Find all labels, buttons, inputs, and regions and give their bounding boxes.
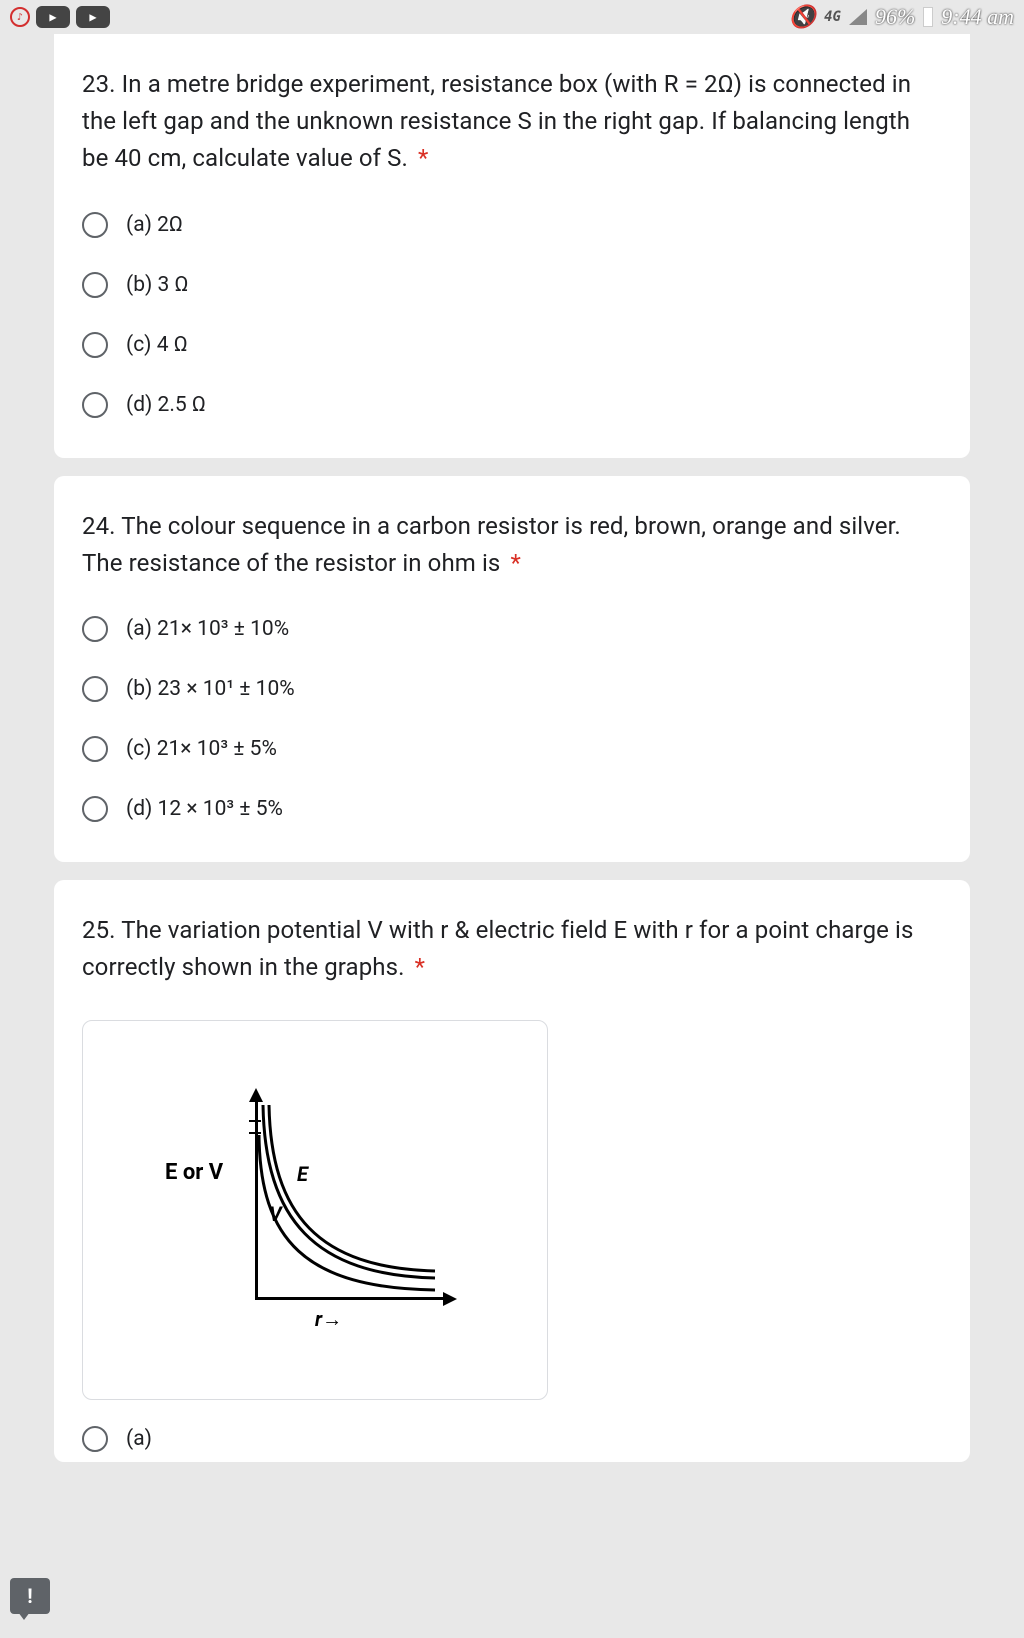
option-label: (b) 3 Ω [126, 273, 188, 297]
x-axis-arrow-icon [443, 1292, 457, 1306]
option-row[interactable]: (b) 3 Ω [82, 272, 942, 298]
question-card-25: 25. The variation potential V with r & e… [54, 880, 970, 1462]
status-left: ♪ ▶ ▶ [10, 6, 110, 28]
question-text-25: 25. The variation potential V with r & e… [82, 912, 942, 986]
chart-inner: E or V r→ E V [175, 1090, 455, 1330]
app-icon-2: ▶ [36, 6, 70, 28]
question-text-24: 24. The colour sequence in a carbon resi… [82, 508, 942, 582]
y-axis-label: E or V [165, 1160, 223, 1185]
option-row[interactable]: (a) 21× 10³ ± 10% [82, 616, 942, 642]
app-icon-1: ♪ [10, 7, 30, 27]
option-label: (a) 21× 10³ ± 10% [126, 617, 289, 641]
radio-icon[interactable] [82, 676, 108, 702]
question-body: 24. The colour sequence in a carbon resi… [82, 512, 901, 577]
option-label: (c) 4 Ω [126, 333, 188, 357]
radio-icon[interactable] [82, 272, 108, 298]
x-axis-label: r→ [315, 1307, 342, 1332]
option-row[interactable]: (b) 23 × 10¹ ± 10% [82, 676, 942, 702]
question-text-23: 23. In a metre bridge experiment, resist… [82, 66, 942, 178]
option-row[interactable]: (a) [82, 1426, 942, 1452]
option-label: (d) 12 × 10³ ± 5% [126, 797, 283, 821]
curve-v [259, 1135, 435, 1290]
radio-icon[interactable] [82, 1426, 108, 1452]
chart-image: E or V r→ E V [82, 1020, 548, 1400]
option-label: (d) 2.5 Ω [126, 393, 206, 417]
form-content: 23. In a metre bridge experiment, resist… [0, 34, 1024, 1462]
question-body: 25. The variation potential V with r & e… [82, 916, 913, 981]
required-marker: * [411, 953, 425, 981]
option-label: (a) 2Ω [126, 213, 183, 237]
status-right: 🔇 4G 96% 9:44 am [789, 4, 1014, 30]
question-body: 23. In a metre bridge experiment, resist… [82, 70, 911, 172]
mute-icon: 🔇 [789, 5, 816, 30]
feedback-button[interactable]: ! [10, 1578, 50, 1614]
option-label: (a) [126, 1427, 152, 1451]
radio-icon[interactable] [82, 212, 108, 238]
radio-icon[interactable] [82, 616, 108, 642]
status-bar: ♪ ▶ ▶ 🔇 4G 96% 9:44 am [0, 0, 1024, 34]
radio-icon[interactable] [82, 796, 108, 822]
signal-icon [849, 9, 867, 25]
curves-svg [255, 1100, 445, 1300]
radio-icon[interactable] [82, 736, 108, 762]
clock: 9:44 am [941, 4, 1014, 30]
network-label: 4G [824, 9, 841, 25]
required-marker: * [414, 144, 428, 172]
option-row[interactable]: (a) 2Ω [82, 212, 942, 238]
radio-icon[interactable] [82, 392, 108, 418]
option-row[interactable]: (d) 2.5 Ω [82, 392, 942, 418]
question-card-24: 24. The colour sequence in a carbon resi… [54, 476, 970, 862]
option-row[interactable]: (c) 4 Ω [82, 332, 942, 358]
app-icon-3: ▶ [76, 6, 110, 28]
required-marker: * [506, 549, 520, 577]
option-label: (c) 21× 10³ ± 5% [126, 737, 277, 761]
option-row[interactable]: (d) 12 × 10³ ± 5% [82, 796, 942, 822]
question-card-23: 23. In a metre bridge experiment, resist… [54, 34, 970, 458]
battery-icon [923, 7, 933, 27]
option-row[interactable]: (c) 21× 10³ ± 5% [82, 736, 942, 762]
curve-e [263, 1105, 435, 1278]
option-label: (b) 23 × 10¹ ± 10% [126, 677, 295, 701]
radio-icon[interactable] [82, 332, 108, 358]
battery-percent: 96% [875, 4, 915, 30]
